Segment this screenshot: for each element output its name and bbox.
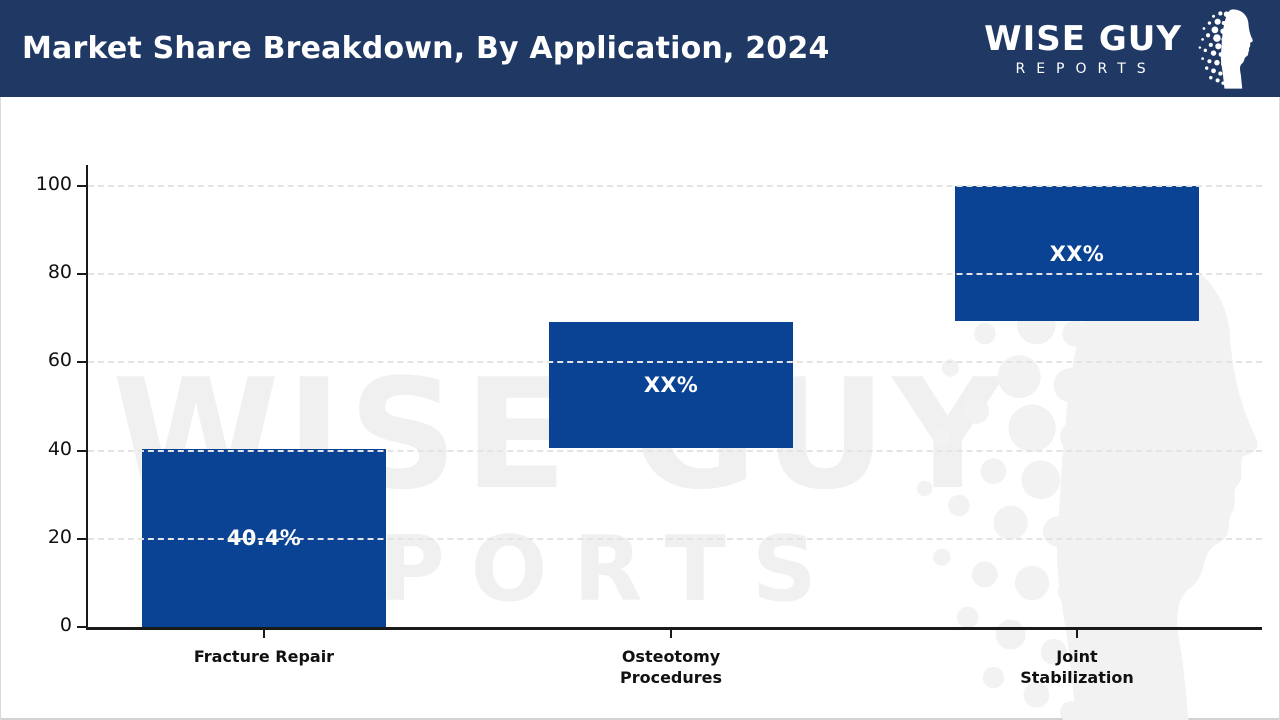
gridline-y-20 <box>88 537 1262 540</box>
gridline-y-40 <box>88 449 1262 452</box>
brand-subtitle: REPORTS <box>1015 60 1157 77</box>
app-header: Market Share Breakdown, By Application, … <box>0 0 1280 97</box>
gridline-y-80 <box>88 273 1262 276</box>
y-tick-label: 100 <box>35 173 72 195</box>
y-tick-label: 0 <box>59 614 72 636</box>
bar: XX% <box>548 321 794 449</box>
y-tick-label: 40 <box>47 437 72 460</box>
y-tick-mark <box>77 185 87 187</box>
brand-face-icon <box>1198 8 1253 89</box>
x-axis-line <box>86 627 1262 630</box>
brand-logo-text: WISE GUY REPORTS <box>984 22 1182 76</box>
bar: XX% <box>954 186 1199 322</box>
x-tick-label: Joint Stabilization <box>1020 647 1134 688</box>
gridline-y-60 <box>88 361 1262 364</box>
page-title: Market Share Breakdown, By Application, … <box>22 31 830 66</box>
brand-name: WISE GUY <box>984 18 1182 59</box>
y-tick-mark <box>77 626 87 628</box>
x-tick-label: Fracture Repair <box>193 647 335 666</box>
y-tick-mark <box>77 273 87 276</box>
x-tick-label: Osteotomy Procedures <box>619 647 723 688</box>
x-tick-mark <box>670 630 672 638</box>
y-tick-mark <box>77 537 87 540</box>
y-tick-label: 80 <box>47 261 72 284</box>
y-tick-label: 60 <box>47 349 72 372</box>
y-tick-mark <box>77 361 87 364</box>
y-tick-label: 20 <box>47 525 72 548</box>
x-tick-mark <box>262 630 265 638</box>
brand-logo: WISE GUY REPORTS <box>984 8 1254 90</box>
y-axis-line <box>86 165 88 630</box>
chart-area: WISE GUY REPORTS 40.4% XX% XX% 0 20 40 60 80 100… <box>0 97 1280 720</box>
bar-value-label: XX% <box>643 373 699 398</box>
x-tick-mark <box>1075 630 1078 638</box>
y-tick-mark <box>77 449 87 452</box>
bar-value-label: XX% <box>1049 241 1105 266</box>
gridline-y-100 <box>88 185 1262 187</box>
